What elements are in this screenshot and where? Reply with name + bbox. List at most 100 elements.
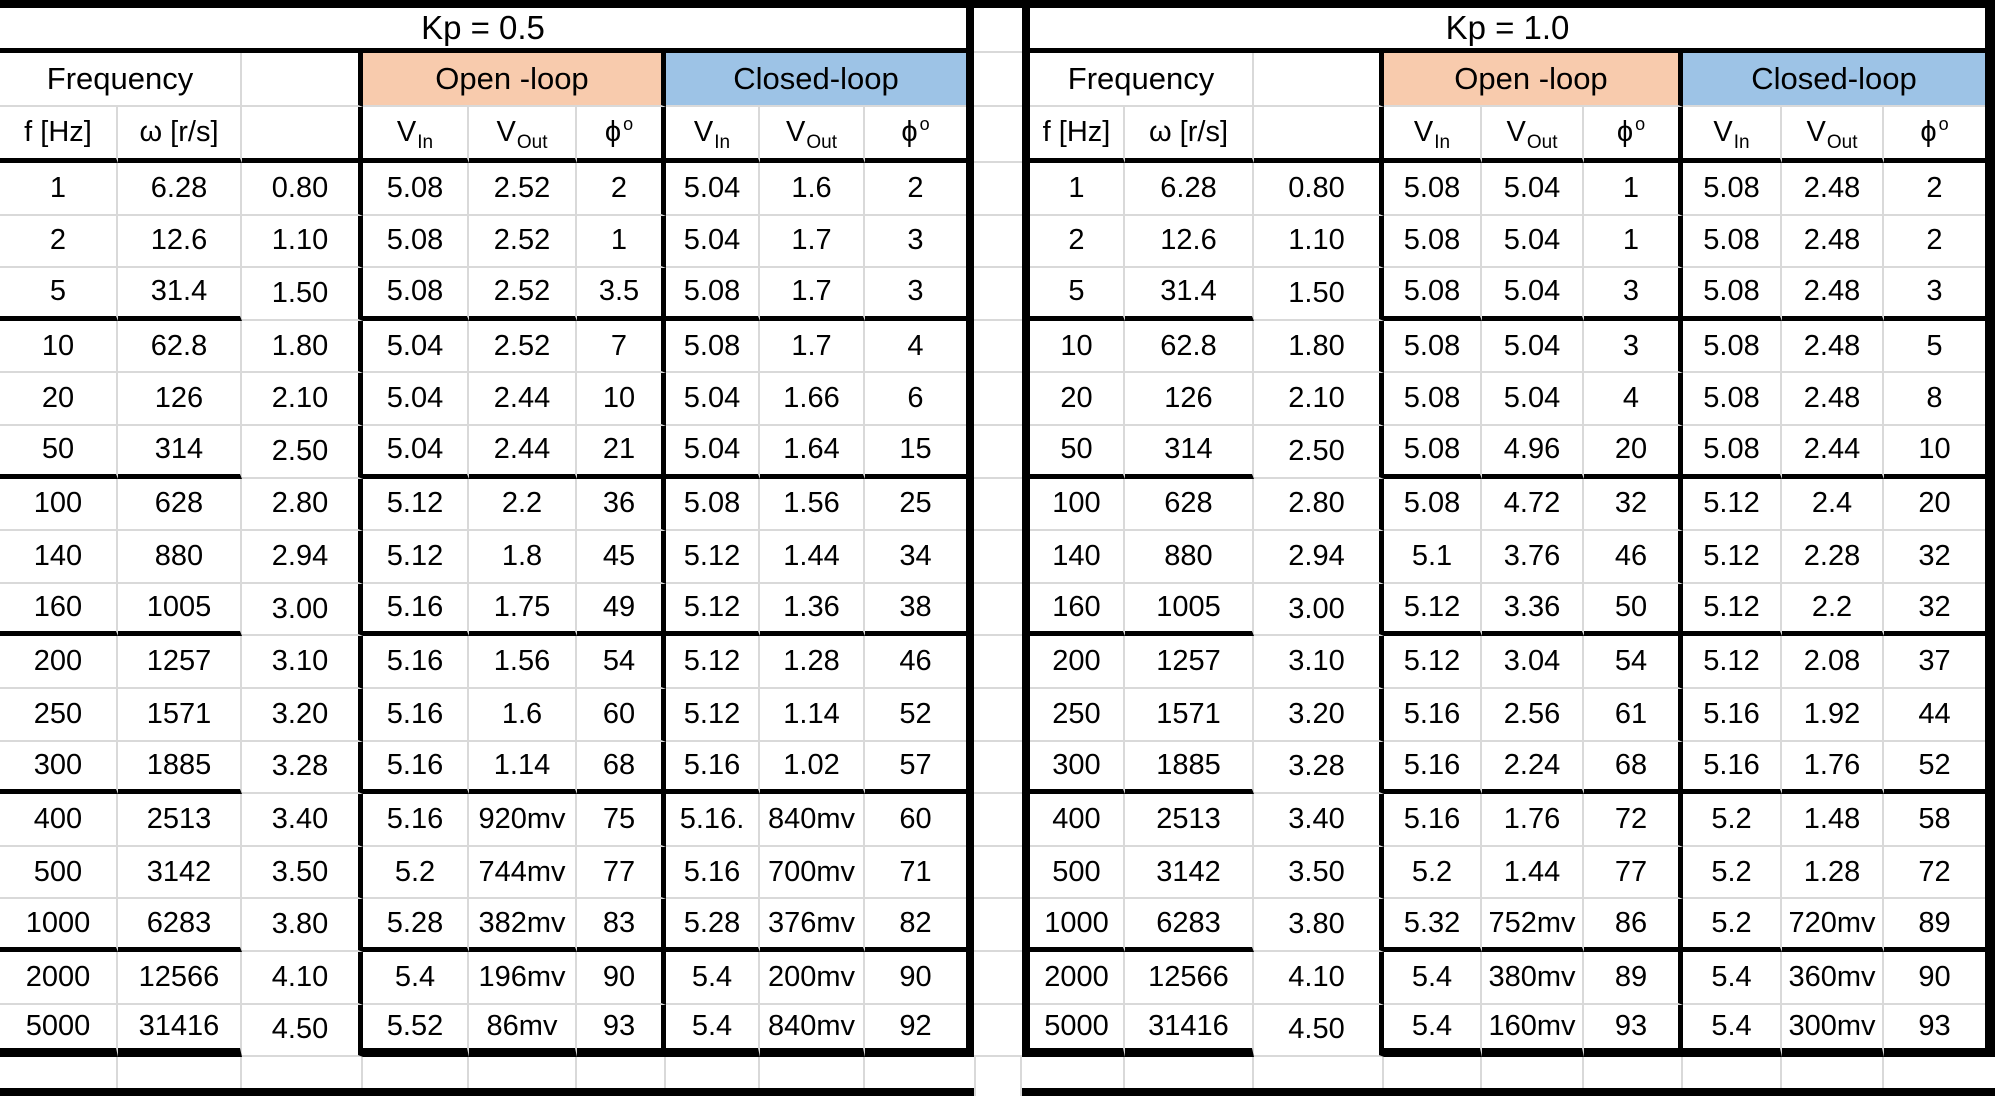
- omega-value[interactable]: 2513: [1125, 794, 1254, 847]
- closed-vin-value[interactable]: 5.04: [666, 215, 760, 269]
- closed-phi-value[interactable]: 3: [1884, 268, 1985, 321]
- omega-value[interactable]: 314: [1125, 425, 1254, 479]
- open-vout-value[interactable]: 1.76: [1482, 794, 1584, 847]
- closed-phi-value[interactable]: 8: [1884, 373, 1985, 426]
- closed-vin-value[interactable]: 5.16: [666, 741, 760, 795]
- closed-vout-value[interactable]: 1.48: [1782, 794, 1884, 847]
- omega-value[interactable]: 31.4: [1125, 268, 1254, 321]
- omega-value[interactable]: 1257: [1125, 636, 1254, 689]
- open-vin-value[interactable]: 5.16: [363, 636, 469, 689]
- open-vout-value[interactable]: 86mv: [469, 1004, 577, 1058]
- closed-vout-value[interactable]: 840mv: [760, 1004, 865, 1058]
- omega-value[interactable]: 6283: [1125, 899, 1254, 952]
- open-vin-value[interactable]: 5.28: [363, 899, 469, 952]
- aux-value[interactable]: 3.00: [1254, 583, 1384, 637]
- header-f[interactable]: f [Hz]: [0, 107, 118, 163]
- closed-vin-value[interactable]: 5.12: [1683, 583, 1782, 637]
- closed-vin-value[interactable]: 5.4: [666, 951, 760, 1005]
- open-phi-value[interactable]: 10: [577, 373, 666, 426]
- closed-vin-value[interactable]: 5.2: [1683, 794, 1782, 847]
- f-value[interactable]: 1: [1030, 163, 1125, 216]
- open-vin-value[interactable]: 5.1: [1384, 531, 1482, 584]
- open-vin-value[interactable]: 5.4: [1384, 1004, 1482, 1058]
- closed-vin-value[interactable]: 5.12: [1683, 478, 1782, 532]
- f-value[interactable]: 200: [0, 636, 118, 689]
- f-value[interactable]: 10: [1030, 320, 1125, 374]
- closed-phi-value[interactable]: 2: [1884, 216, 1985, 269]
- f-value[interactable]: 250: [1030, 688, 1125, 742]
- f-value[interactable]: 500: [1030, 846, 1125, 900]
- open-vin-value[interactable]: 5.4: [1384, 951, 1482, 1005]
- closed-phi-value[interactable]: 6: [865, 373, 966, 426]
- aux-value[interactable]: 3.10: [1254, 636, 1384, 689]
- open-vout-value[interactable]: 1.8: [469, 531, 577, 584]
- f-value[interactable]: 10: [0, 320, 118, 374]
- closed-phi-value[interactable]: 32: [1884, 584, 1985, 637]
- f-value[interactable]: 500: [0, 846, 118, 900]
- open-vin-value[interactable]: 5.08: [1384, 320, 1482, 374]
- f-value[interactable]: 5000: [0, 1004, 118, 1058]
- aux-value[interactable]: 1.10: [242, 215, 363, 269]
- closed-vout-value[interactable]: 1.66: [760, 373, 865, 426]
- open-vin-value[interactable]: 5.12: [363, 531, 469, 584]
- header-closed-vout[interactable]: VOut: [1782, 107, 1884, 163]
- open-phi-value[interactable]: 1: [577, 215, 666, 269]
- open-phi-value[interactable]: 32: [1584, 478, 1683, 532]
- open-vin-value[interactable]: 5.16: [1384, 794, 1482, 847]
- open-phi-value[interactable]: 45: [577, 531, 666, 584]
- closed-phi-value[interactable]: 2: [1884, 163, 1985, 216]
- closed-vout-value[interactable]: 2.48: [1782, 320, 1884, 374]
- closed-vin-value[interactable]: 5.4: [1683, 1004, 1782, 1058]
- closed-vin-value[interactable]: 5.2: [1683, 899, 1782, 952]
- omega-value[interactable]: 6283: [118, 899, 242, 952]
- omega-value[interactable]: 12566: [118, 951, 242, 1005]
- open-phi-value[interactable]: 3: [1584, 320, 1683, 374]
- open-phi-value[interactable]: 90: [577, 951, 666, 1005]
- closed-phi-value[interactable]: 60: [865, 794, 966, 847]
- open-vout-value[interactable]: 5.04: [1482, 163, 1584, 216]
- table-title[interactable]: Kp = 0.5: [0, 8, 966, 53]
- closed-vout-value[interactable]: 840mv: [760, 794, 865, 847]
- closed-phi-value[interactable]: 2: [865, 163, 966, 216]
- open-vin-value[interactable]: 5.08: [1384, 163, 1482, 216]
- aux-value[interactable]: 2.94: [242, 531, 363, 584]
- closed-vout-value[interactable]: 1.02: [760, 741, 865, 795]
- open-vout-value[interactable]: 744mv: [469, 846, 577, 900]
- closed-vout-value[interactable]: 360mv: [1782, 951, 1884, 1005]
- closed-vin-value[interactable]: 5.08: [666, 478, 760, 532]
- closed-vout-value[interactable]: 1.7: [760, 215, 865, 269]
- frequency-header[interactable]: Frequency: [1030, 53, 1254, 107]
- open-vin-value[interactable]: 5.04: [363, 320, 469, 374]
- closed-phi-value[interactable]: 82: [865, 899, 966, 952]
- empty-header-cell[interactable]: [1254, 53, 1384, 107]
- open-phi-value[interactable]: 4: [1584, 373, 1683, 426]
- closed-vin-value[interactable]: 5.12: [666, 688, 760, 742]
- open-phi-value[interactable]: 54: [1584, 636, 1683, 689]
- omega-value[interactable]: 6.28: [1125, 163, 1254, 216]
- closed-phi-value[interactable]: 90: [1884, 952, 1985, 1005]
- closed-phi-value[interactable]: 93: [1884, 1005, 1985, 1058]
- open-phi-value[interactable]: 36: [577, 478, 666, 532]
- open-vout-value[interactable]: 196mv: [469, 951, 577, 1005]
- f-value[interactable]: 1: [0, 163, 118, 216]
- aux-value[interactable]: 3.40: [1254, 794, 1384, 847]
- closed-vout-value[interactable]: 1.7: [760, 320, 865, 374]
- open-vout-value[interactable]: 1.14: [469, 741, 577, 795]
- closed-vout-value[interactable]: 1.6: [760, 163, 865, 216]
- open-vin-value[interactable]: 5.52: [363, 1004, 469, 1058]
- closed-phi-value[interactable]: 3: [865, 268, 966, 321]
- open-vout-value[interactable]: 2.24: [1482, 741, 1584, 795]
- f-value[interactable]: 250: [0, 688, 118, 742]
- closed-vin-value[interactable]: 5.12: [1683, 531, 1782, 584]
- closed-phi-value[interactable]: 3: [865, 216, 966, 269]
- open-phi-value[interactable]: 54: [577, 636, 666, 689]
- aux-value[interactable]: 2.80: [1254, 478, 1384, 532]
- closed-vin-value[interactable]: 5.12: [666, 636, 760, 689]
- closed-vin-value[interactable]: 5.08: [1683, 425, 1782, 479]
- aux-value[interactable]: 2.10: [1254, 373, 1384, 426]
- open-vout-value[interactable]: 4.72: [1482, 478, 1584, 532]
- f-value[interactable]: 2: [1030, 215, 1125, 269]
